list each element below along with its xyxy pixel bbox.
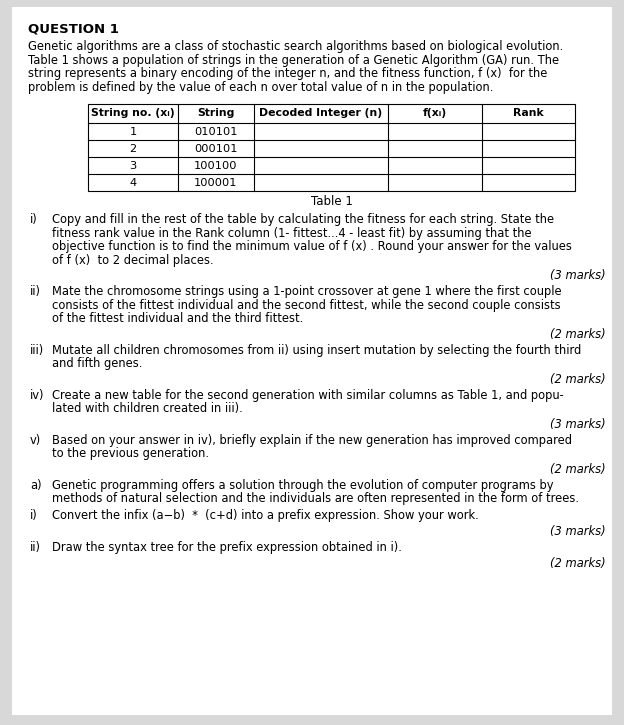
Text: 4: 4 [130, 178, 137, 188]
Text: Create a new table for the second generation with similar columns as Table 1, an: Create a new table for the second genera… [52, 389, 563, 402]
Text: (2 marks): (2 marks) [550, 328, 606, 341]
Text: (2 marks): (2 marks) [550, 373, 606, 386]
Text: Genetic programming offers a solution through the evolution of computer programs: Genetic programming offers a solution th… [52, 478, 553, 492]
Text: QUESTION 1: QUESTION 1 [28, 22, 119, 35]
Text: String: String [197, 108, 235, 118]
Text: f(xᵢ): f(xᵢ) [423, 108, 447, 118]
Text: lated with children created in iii).: lated with children created in iii). [52, 402, 243, 415]
Text: Table 1 shows a population of strings in the generation of a Genetic Algorithm (: Table 1 shows a population of strings in… [28, 54, 559, 67]
Text: 010101: 010101 [194, 127, 238, 137]
Text: 000101: 000101 [194, 144, 238, 154]
Text: (2 marks): (2 marks) [550, 557, 606, 570]
Text: Based on your answer in iv), briefly explain if the new generation has improved : Based on your answer in iv), briefly exp… [52, 434, 572, 447]
Text: 100100: 100100 [194, 161, 238, 171]
Text: i): i) [30, 510, 37, 523]
Text: problem is defined by the value of each n over total value of n in the populatio: problem is defined by the value of each … [28, 80, 494, 94]
Text: a): a) [30, 478, 42, 492]
Text: fitness rank value in the Rank column (1- fittest...4 - least fit) by assuming t: fitness rank value in the Rank column (1… [52, 226, 532, 239]
Text: (3 marks): (3 marks) [550, 269, 606, 282]
Text: methods of natural selection and the individuals are often represented in the fo: methods of natural selection and the ind… [52, 492, 579, 505]
Text: iii): iii) [30, 344, 44, 357]
Bar [88, 104, 575, 191]
Text: iv): iv) [30, 389, 44, 402]
Text: ii): ii) [30, 541, 41, 554]
Text: 100001: 100001 [194, 178, 238, 188]
Text: and fifth genes.: and fifth genes. [52, 357, 142, 370]
Text: (3 marks): (3 marks) [550, 418, 606, 431]
Text: Genetic algorithms are a class of stochastic search algorithms based on biologic: Genetic algorithms are a class of stocha… [28, 40, 563, 53]
Text: i): i) [30, 213, 37, 226]
Text: Table 1: Table 1 [311, 195, 353, 208]
Text: consists of the fittest individual and the second fittest, while the second coup: consists of the fittest individual and t… [52, 299, 560, 312]
Text: String no. (xᵢ): String no. (xᵢ) [91, 108, 175, 118]
Text: objective function is to find the minimum value of f (x) . Round your answer for: objective function is to find the minimu… [52, 240, 572, 253]
Text: string represents a binary encoding of the integer n, and the fitness function, : string represents a binary encoding of t… [28, 67, 547, 80]
Text: 2: 2 [130, 144, 137, 154]
Text: (2 marks): (2 marks) [550, 463, 606, 476]
Text: Convert the infix (a−b)  *  (c+d) into a prefix expression. Show your work.: Convert the infix (a−b) * (c+d) into a p… [52, 510, 479, 523]
Text: to the previous generation.: to the previous generation. [52, 447, 209, 460]
Text: Mate the chromosome strings using a 1-point crossover at gene 1 where the first : Mate the chromosome strings using a 1-po… [52, 285, 562, 298]
Text: 1: 1 [129, 127, 137, 137]
Text: v): v) [30, 434, 41, 447]
Text: 3: 3 [129, 161, 137, 171]
Text: (3 marks): (3 marks) [550, 525, 606, 538]
Text: ii): ii) [30, 285, 41, 298]
Text: of the fittest individual and the third fittest.: of the fittest individual and the third … [52, 312, 303, 325]
Text: Copy and fill in the rest of the table by calculating the fitness for each strin: Copy and fill in the rest of the table b… [52, 213, 554, 226]
Text: Draw the syntax tree for the prefix expression obtained in i).: Draw the syntax tree for the prefix expr… [52, 541, 402, 554]
Text: Mutate all children chromosomes from ii) using insert mutation by selecting the : Mutate all children chromosomes from ii)… [52, 344, 581, 357]
Text: of f (x)  to 2 decimal places.: of f (x) to 2 decimal places. [52, 254, 213, 267]
Text: Rank: Rank [514, 108, 544, 118]
Text: Decoded Integer (n): Decoded Integer (n) [259, 108, 382, 118]
